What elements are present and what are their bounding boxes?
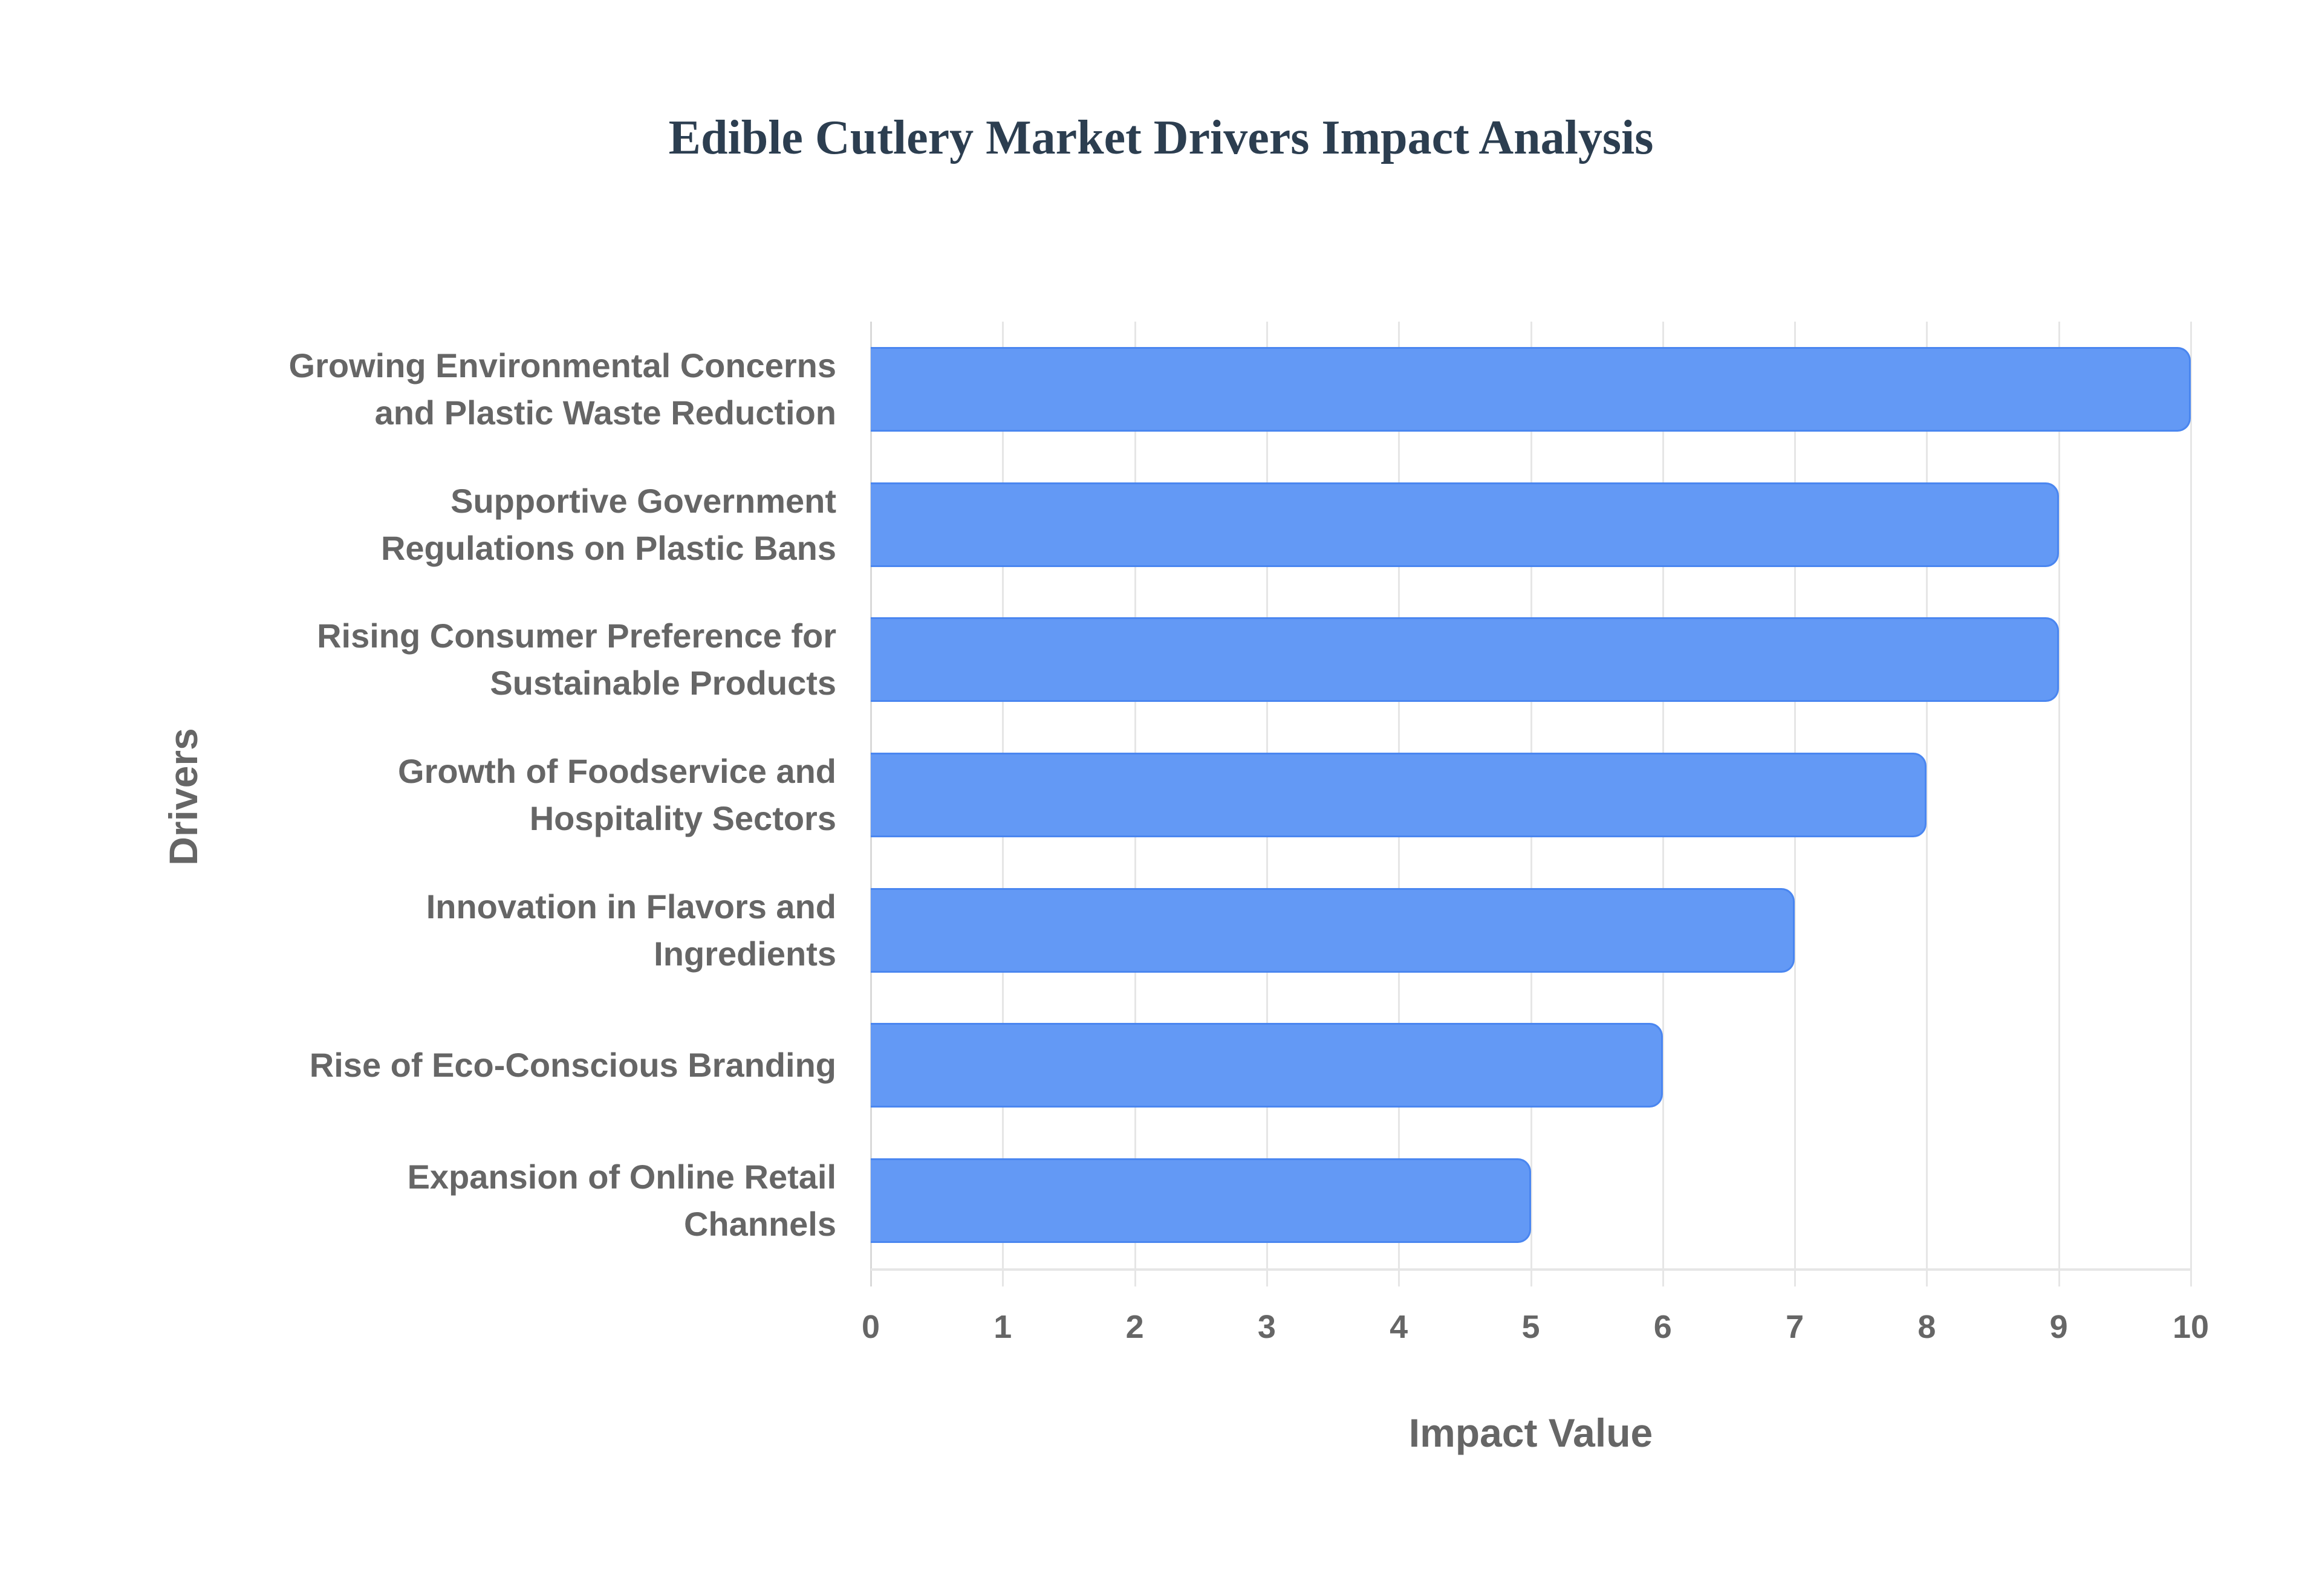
- y-tick-label: Rising Consumer Preference for Sustainabl…: [232, 592, 836, 727]
- x-tick-label: 8: [1917, 1309, 1936, 1345]
- bar[interactable]: [871, 1023, 1663, 1108]
- y-tick-label-line: Sustainable Products: [490, 664, 836, 702]
- y-tick-label-line: Regulations on Plastic Bans: [380, 528, 836, 567]
- y-tick-label: Growth of Foodservice and Hospitality Sec…: [232, 727, 836, 863]
- y-tick-label-line: Growth of Foodservice and: [398, 751, 836, 790]
- plot-area: 0 1 2 3 4 5 6 7 8 9 10: [862, 322, 2209, 1345]
- y-tick-label: Growing Environmental Concerns and Plasti…: [232, 322, 836, 457]
- y-tick-label-line: Rising Consumer Preference for: [317, 617, 836, 655]
- bar[interactable]: [871, 887, 1795, 973]
- bar[interactable]: [871, 617, 2059, 702]
- chart-title: Edible Cutlery Market Drivers Impact Ana…: [668, 111, 1654, 164]
- y-tick-label: Innovation in Flavors and Ingredients: [232, 863, 836, 998]
- y-tick-label: Supportive Government Regulations on Plas…: [232, 457, 836, 592]
- x-tick-label: 7: [1786, 1309, 1804, 1345]
- x-tick-label: 2: [1125, 1309, 1144, 1345]
- y-tick-label-line: and Plastic Waste Reduction: [374, 393, 836, 432]
- y-tick-label-line: Ingredients: [654, 934, 836, 973]
- x-tick-label: 5: [1521, 1309, 1540, 1345]
- gridline: [2190, 322, 2192, 1286]
- x-axis-line: [871, 1268, 2191, 1271]
- y-tick-label-line: Growing Environmental Concerns: [288, 346, 836, 384]
- y-tick-label-line: Supportive Government: [450, 481, 836, 520]
- x-tick-label: 10: [2172, 1309, 2210, 1345]
- bar[interactable]: [871, 753, 1927, 837]
- bar[interactable]: [871, 1158, 1531, 1244]
- y-tick-label-line: Hospitality Sectors: [529, 799, 836, 837]
- x-tick-label: 3: [1257, 1309, 1276, 1345]
- bar[interactable]: [871, 346, 2191, 432]
- gridline: [1926, 322, 1928, 1286]
- x-axis-title: Impact Value: [1408, 1410, 1653, 1455]
- y-axis-title: Drivers: [161, 728, 206, 866]
- gridline: [2058, 322, 2060, 1286]
- y-tick-label: Expansion of Online Retail Channels: [232, 1133, 836, 1268]
- y-tick-label-line: Expansion of Online Retail: [407, 1158, 836, 1196]
- x-tick-label: 9: [2049, 1309, 2068, 1345]
- y-tick-label: Rise of Eco-Conscious Branding: [232, 998, 836, 1134]
- x-tick-label: 0: [861, 1309, 880, 1345]
- y-tick-label-line: Rise of Eco-Conscious Branding: [309, 1046, 836, 1085]
- x-tick-label: 6: [1653, 1309, 1672, 1345]
- y-tick-label-line: Innovation in Flavors and: [426, 887, 836, 926]
- bar[interactable]: [871, 482, 2059, 567]
- y-tick-label-line: Channels: [683, 1205, 836, 1244]
- x-tick-label: 4: [1390, 1309, 1408, 1345]
- x-tick-label: 1: [994, 1309, 1012, 1345]
